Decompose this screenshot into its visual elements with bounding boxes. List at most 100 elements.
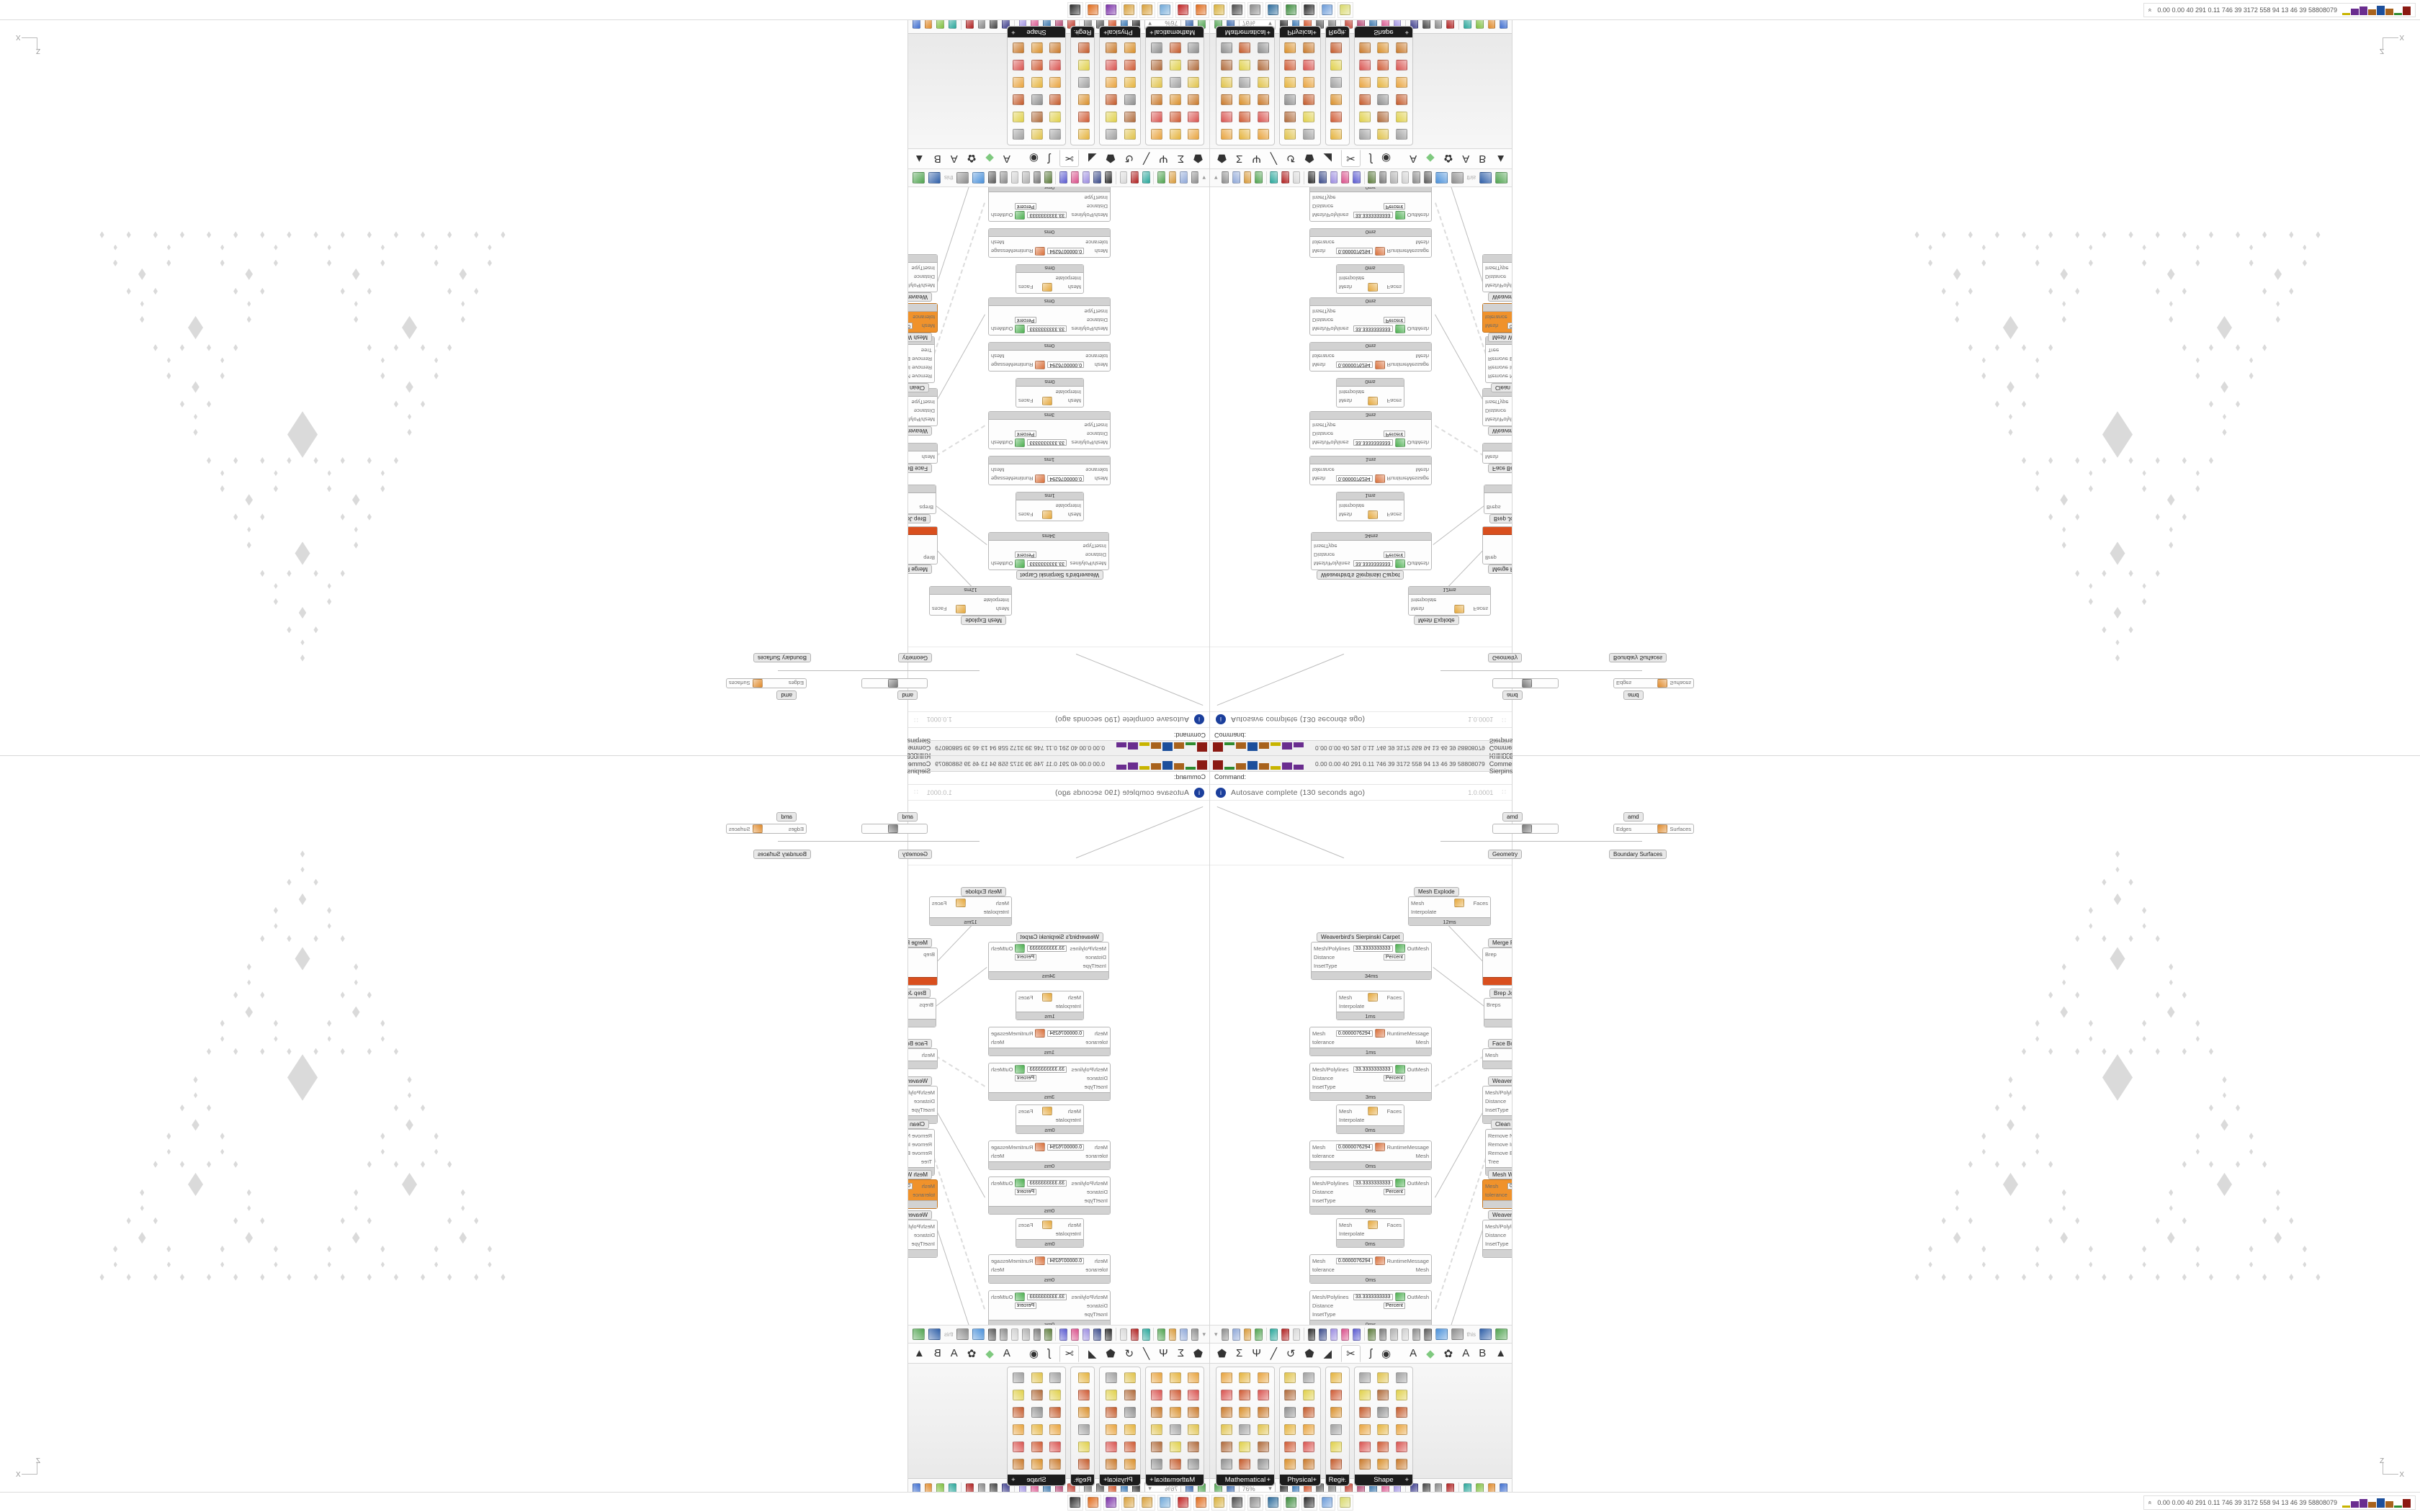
taskbar-note-icon[interactable] <box>1337 1 1353 18</box>
node-value-chip[interactable]: Percent <box>1383 1074 1405 1081</box>
gh-ribbon-display-tab[interactable]: ◉ <box>1381 1347 1392 1360</box>
node-caption[interactable]: Weaverbird's Sierpinski Carpet <box>1317 932 1404 942</box>
cap-icon[interactable] <box>1307 1328 1316 1341</box>
gh-component-node[interactable]: Mesh Faces Interpolate 1ms <box>1336 492 1404 521</box>
node-input-label[interactable]: InsetType <box>911 1106 935 1113</box>
node-output-label[interactable]: OutMesh <box>1407 1293 1429 1300</box>
node-output-label[interactable]: OutMesh <box>1407 212 1429 219</box>
node-value-chip[interactable]: Percent <box>1383 1188 1405 1195</box>
palette-component-icon[interactable] <box>1186 1369 1201 1385</box>
gh-component-node[interactable]: Remove NullsTreeRemove InvalidRemove Emp… <box>908 1129 935 1176</box>
gh-component-node[interactable]: Mesh Faces Interpolate 0ms <box>1016 378 1084 408</box>
node-input-label[interactable]: Interpolate <box>1055 1002 1081 1009</box>
palette-component-icon[interactable] <box>1103 127 1119 143</box>
taskbar-paint-icon[interactable] <box>1121 1 1137 18</box>
node-value-chip[interactable]: Percent <box>1015 317 1037 324</box>
gh-node-canvas[interactable]: Mesh Explode Mesh Faces Interpolate 12ms Weav… <box>908 187 1210 647</box>
palette-component-icon[interactable] <box>1219 1404 1234 1420</box>
node-input-label[interactable]: Mesh/Polylines <box>1071 325 1108 333</box>
node-input-label[interactable]: InsetType <box>1485 265 1509 272</box>
node-input-label[interactable]: InsetType <box>1312 1083 1336 1090</box>
palette-component-icon[interactable] <box>1168 1421 1183 1437</box>
gh-component-node[interactable]: Mesh0.0000076294RuntimeMessagetoleranceM… <box>908 303 938 333</box>
node-input-label[interactable]: Mesh <box>1312 1030 1326 1037</box>
sphere-half-icon[interactable] <box>1243 1328 1252 1341</box>
palette-component-icon[interactable] <box>1328 1369 1344 1385</box>
node-caption[interactable]: Mesh WeldVertices <box>908 1170 932 1179</box>
gh-component-node[interactable]: Mesh Faces Interpolate 0ms <box>1016 1218 1084 1248</box>
toolbar-overflow-icon[interactable]: ▾ <box>1202 174 1206 182</box>
gh-ribbon-bubalus-tab[interactable]: A <box>1003 153 1010 165</box>
palette-component-icon[interactable] <box>1357 1456 1373 1472</box>
intersect-icon[interactable] <box>1093 1328 1101 1341</box>
palette-component-icon[interactable] <box>1328 127 1344 143</box>
xray-icon[interactable] <box>1010 1328 1019 1341</box>
palette-component-icon[interactable] <box>1255 58 1271 73</box>
balloon-icon[interactable] <box>1082 1328 1090 1341</box>
palette-component-icon[interactable] <box>1394 1404 1410 1420</box>
node-input-label[interactable]: Mesh <box>1312 1257 1326 1264</box>
palette-component-icon[interactable] <box>1029 1456 1045 1472</box>
taskbar-folder-icon[interactable] <box>1211 1 1227 18</box>
gh-ribbon-sets-tab[interactable]: Ψ <box>1252 1347 1261 1359</box>
palette-component-icon[interactable] <box>1076 1387 1092 1403</box>
gh-component-node[interactable]: MeshBoundaries89ms <box>908 443 938 464</box>
palette-group-label[interactable]: Shape + <box>1355 27 1412 37</box>
node-output-label[interactable]: OutMesh <box>1407 1179 1429 1187</box>
rhino-command-line[interactable]: Command: <box>1210 772 1512 785</box>
palette-component-icon[interactable] <box>1219 1387 1234 1403</box>
xray-icon[interactable] <box>1401 1328 1410 1341</box>
palette-component-icon[interactable] <box>1375 127 1391 143</box>
node-input-label[interactable]: Distance <box>1485 274 1507 281</box>
node-output-label[interactable]: OutMesh <box>991 325 1013 333</box>
taskbar-firefox-icon[interactable] <box>1085 1494 1101 1511</box>
palette-component-icon[interactable] <box>1282 58 1298 73</box>
palette-component-icon[interactable] <box>1357 1369 1373 1385</box>
node-input-label[interactable]: Distance <box>1086 1302 1108 1309</box>
palette-component-icon[interactable] <box>1168 1404 1183 1420</box>
taskbar-disc-icon[interactable] <box>1247 1494 1263 1511</box>
taskbar-paint-icon[interactable] <box>1121 1494 1137 1511</box>
palette-component-icon[interactable] <box>1255 1387 1271 1403</box>
palette-component-icon[interactable] <box>1076 58 1092 73</box>
node-caption[interactable]: Mesh Explode <box>961 616 1006 625</box>
box-pink-icon[interactable] <box>1071 171 1079 184</box>
node-caption[interactable]: Clean Tree <box>1491 1120 1512 1129</box>
cylinder-red-icon[interactable] <box>1281 171 1289 184</box>
node-input-label[interactable]: Interpolate <box>1339 275 1365 282</box>
node-input-label[interactable]: Distance <box>1085 552 1106 559</box>
node-input-label[interactable]: Brep <box>1485 554 1497 562</box>
palette-component-icon[interactable] <box>1301 40 1317 56</box>
palette-component-icon[interactable] <box>1282 75 1298 91</box>
gh-ribbon-kangaroo-tab[interactable]: ✿ <box>1443 152 1453 165</box>
node-input-label[interactable]: Mesh <box>1411 899 1425 906</box>
palette-component-icon[interactable] <box>1328 92 1344 108</box>
palette-component-icon[interactable] <box>1029 1421 1045 1437</box>
node-value-chip[interactable]: 0.0000076294 <box>1335 475 1373 482</box>
node-output-label[interactable]: Surfaces <box>1670 825 1691 832</box>
node-title-badge[interactable]: amd <box>776 812 797 822</box>
node-input-label[interactable]: tolerance <box>1085 1038 1108 1045</box>
node-output-label[interactable]: Mesh <box>1415 1266 1429 1273</box>
palette-component-icon[interactable] <box>1010 127 1026 143</box>
node-output-label[interactable]: Surfaces <box>729 825 750 832</box>
node-input-label[interactable]: Interpolate <box>1339 389 1365 396</box>
render-icon[interactable] <box>1368 171 1376 184</box>
palette-component-icon[interactable] <box>1219 92 1234 108</box>
surface-green-icon[interactable] <box>1157 171 1165 184</box>
gh-ribbon-bubalus-tab[interactable]: A <box>1410 1347 1417 1359</box>
toolbar-overflow-icon[interactable]: ▾ <box>1214 174 1218 182</box>
node-input-label[interactable]: Interpolate <box>1411 597 1437 604</box>
node-input-label[interactable]: Mesh/Polylines <box>908 1223 935 1230</box>
node-input-label[interactable]: tolerance <box>1312 1152 1335 1159</box>
tray-expand-icon[interactable]: « <box>2146 1500 2154 1505</box>
node-output-label[interactable]: Faces <box>1386 397 1402 405</box>
palette-component-icon[interactable] <box>1237 127 1252 143</box>
palette-component-icon[interactable] <box>1103 1369 1119 1385</box>
node-value-chip[interactable]: 0.0000076294 <box>1047 361 1085 369</box>
node-input-label[interactable]: Tree <box>920 347 932 354</box>
